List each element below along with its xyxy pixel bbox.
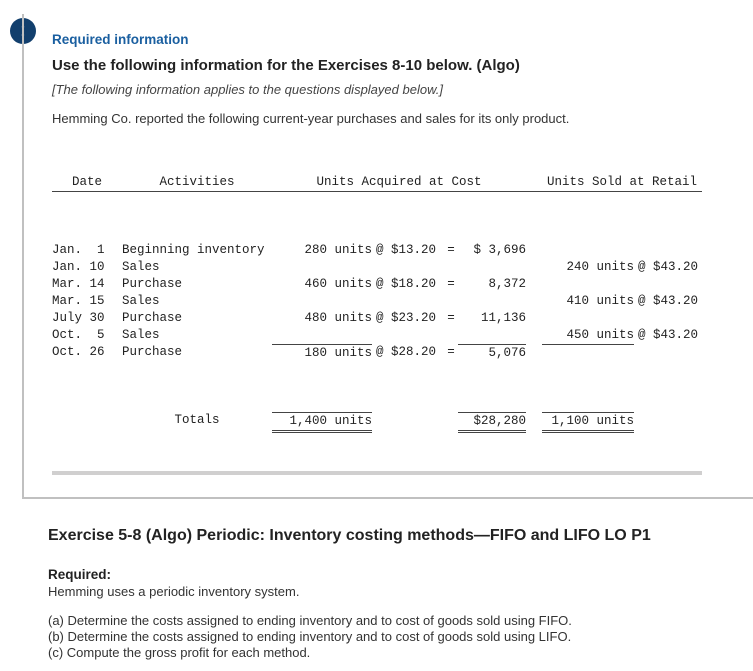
cell-cost: 11,136 bbox=[458, 310, 526, 327]
cell-date: Mar. 15 bbox=[52, 293, 122, 310]
cell-at-cost: @ $23.20 bbox=[372, 310, 444, 327]
cell-cost: $ 3,696 bbox=[458, 242, 526, 259]
cell-activity: Sales bbox=[122, 259, 272, 276]
exercise-title: Exercise 5-8 (Algo) Periodic: Inventory … bbox=[48, 527, 733, 545]
hdr-cost: Units Acquired at Cost bbox=[272, 174, 526, 191]
cell-at-cost bbox=[372, 293, 444, 310]
cell-cost bbox=[458, 327, 526, 344]
hdr-activities: Activities bbox=[122, 174, 272, 191]
requirement-item: (b) Determine the costs assigned to endi… bbox=[48, 629, 733, 644]
cell-date: Jan. 10 bbox=[52, 259, 122, 276]
cell-sold-units: 450 units bbox=[542, 327, 634, 344]
totals-cost: $28,280 bbox=[458, 412, 526, 433]
totals-sold-at bbox=[634, 412, 702, 433]
hdr-date: Date bbox=[52, 174, 122, 191]
table-row: July 30Purchase480 units@ $23.20=11,136 bbox=[52, 310, 702, 327]
cell-at-cost: @ $13.20 bbox=[372, 242, 444, 259]
cell-date: Oct. 5 bbox=[52, 327, 122, 344]
cell-sold-units bbox=[542, 344, 634, 362]
hdr-retail: Units Sold at Retail bbox=[542, 174, 702, 191]
cell-equals: = bbox=[444, 344, 458, 362]
cell-cost: 5,076 bbox=[458, 344, 526, 362]
cell-equals: = bbox=[444, 276, 458, 293]
info-card: Required information Use the following i… bbox=[22, 14, 753, 499]
inventory-table: Date Activities Units Acquired at Cost U… bbox=[52, 140, 702, 475]
required-intro: Hemming uses a periodic inventory system… bbox=[48, 584, 733, 599]
cell-units bbox=[272, 293, 372, 310]
table-totals-row: Totals 1,400 units $28,280 1,100 units bbox=[52, 412, 702, 433]
cell-at-cost: @ $28.20 bbox=[372, 344, 444, 362]
cell-sold-at: @ $43.20 bbox=[634, 259, 702, 276]
cell-sold-at bbox=[634, 310, 702, 327]
totals-sold-units: 1,100 units bbox=[542, 412, 634, 433]
cell-equals bbox=[444, 293, 458, 310]
cell-sold-at: @ $43.20 bbox=[634, 293, 702, 310]
requirement-item: (a) Determine the costs assigned to endi… bbox=[48, 613, 733, 628]
cell-units: 480 units bbox=[272, 310, 372, 327]
intro-text: Hemming Co. reported the following curre… bbox=[52, 111, 725, 126]
cell-sold-at: @ $43.20 bbox=[634, 327, 702, 344]
totals-date bbox=[52, 412, 122, 433]
cell-equals: = bbox=[444, 310, 458, 327]
table-row: Jan. 1Beginning inventory280 units@ $13.… bbox=[52, 242, 702, 259]
cell-activity: Sales bbox=[122, 293, 272, 310]
cell-date: Mar. 14 bbox=[52, 276, 122, 293]
table-row: Oct. 5Sales 450 units@ $43.20 bbox=[52, 327, 702, 344]
cell-cost: 8,372 bbox=[458, 276, 526, 293]
cell-date: Oct. 26 bbox=[52, 344, 122, 362]
cell-sold-at bbox=[634, 242, 702, 259]
cell-date: July 30 bbox=[52, 310, 122, 327]
cell-sold-units bbox=[542, 310, 634, 327]
totals-eq bbox=[444, 412, 458, 433]
use-information-heading: Use the following information for the Ex… bbox=[52, 57, 725, 74]
cell-at-cost bbox=[372, 259, 444, 276]
cell-units: 280 units bbox=[272, 242, 372, 259]
cell-sold-units bbox=[542, 276, 634, 293]
totals-at bbox=[372, 412, 444, 433]
table-header-row: Date Activities Units Acquired at Cost U… bbox=[52, 174, 702, 192]
cell-sold-units bbox=[542, 242, 634, 259]
totals-label: Totals bbox=[122, 412, 272, 433]
cell-activity: Purchase bbox=[122, 276, 272, 293]
cell-sold-at bbox=[634, 276, 702, 293]
cell-units: 460 units bbox=[272, 276, 372, 293]
cell-cost bbox=[458, 293, 526, 310]
cell-sold-units: 240 units bbox=[542, 259, 634, 276]
table-row: Jan. 10Sales 240 units@ $43.20 bbox=[52, 259, 702, 276]
table-row: Mar. 15Sales 410 units@ $43.20 bbox=[52, 293, 702, 310]
cell-sold-units: 410 units bbox=[542, 293, 634, 310]
totals-units: 1,400 units bbox=[272, 412, 372, 433]
cell-units bbox=[272, 259, 372, 276]
cell-equals bbox=[444, 327, 458, 344]
requirement-item: (c) Compute the gross profit for each me… bbox=[48, 645, 733, 660]
exercise-block: Exercise 5-8 (Algo) Periodic: Inventory … bbox=[0, 499, 753, 671]
cell-at-cost: @ $18.20 bbox=[372, 276, 444, 293]
italic-note: [The following information applies to th… bbox=[52, 82, 725, 97]
table-row: Mar. 14Purchase460 units@ $18.20=8,372 bbox=[52, 276, 702, 293]
cell-units bbox=[272, 327, 372, 344]
cell-activity: Purchase bbox=[122, 310, 272, 327]
cell-sold-at bbox=[634, 344, 702, 362]
cell-at-cost bbox=[372, 327, 444, 344]
cell-activity: Purchase bbox=[122, 344, 272, 362]
cell-units: 180 units bbox=[272, 344, 372, 362]
cell-equals bbox=[444, 259, 458, 276]
cell-date: Jan. 1 bbox=[52, 242, 122, 259]
table-row: Oct. 26Purchase180 units@ $28.20=5,076 bbox=[52, 344, 702, 362]
required-information-heading: Required information bbox=[52, 32, 725, 47]
cell-activity: Beginning inventory bbox=[122, 242, 272, 259]
cell-equals: = bbox=[444, 242, 458, 259]
cell-activity: Sales bbox=[122, 327, 272, 344]
cell-cost bbox=[458, 259, 526, 276]
required-label: Required: bbox=[48, 567, 733, 582]
